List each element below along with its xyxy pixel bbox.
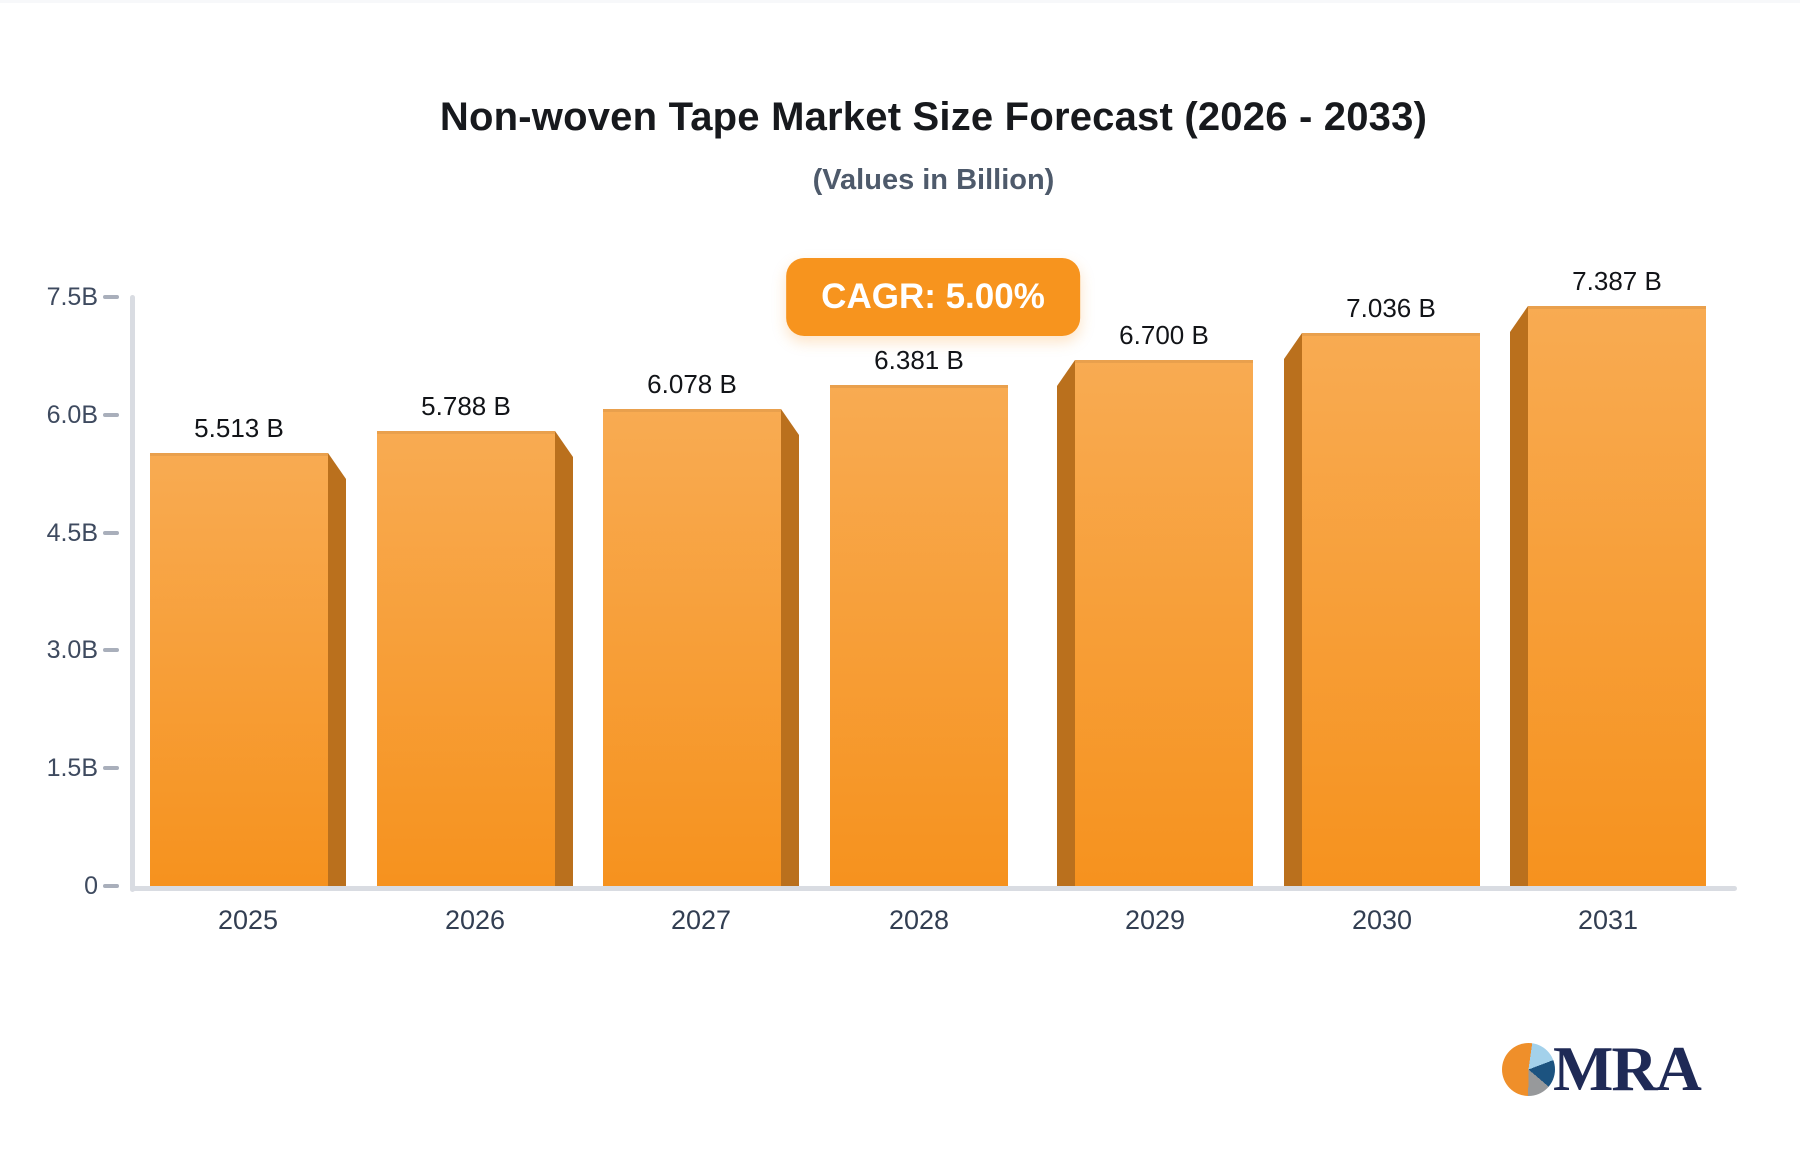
bar [830, 385, 1008, 886]
mra-logo: MRA [1502, 1033, 1702, 1104]
y-axis-label: 4.5B [46, 518, 98, 547]
cagr-badge: CAGR: 5.00% [786, 258, 1080, 336]
bar-3d-side [1510, 306, 1528, 886]
bar-value-label: 7.387 B [1572, 266, 1662, 296]
pie-chart-logo-icon [1502, 1042, 1555, 1096]
y-axis-label: 7.5B [46, 283, 98, 311]
bar-value-label: 5.788 B [421, 391, 511, 421]
x-axis-label: 2026 [444, 905, 506, 935]
chart-title: Non-woven Tape Market Size Forecast (202… [439, 95, 1428, 139]
bar-3d-side [1057, 360, 1075, 886]
bar [1075, 360, 1253, 886]
logo-text: MRA [1553, 1033, 1702, 1104]
y-axis-label: 6.0B [46, 400, 98, 429]
bar-3d-side [555, 431, 573, 886]
x-axis-label: 2029 [1124, 905, 1186, 935]
bar [1302, 333, 1480, 886]
x-axis-label: 2031 [1577, 905, 1639, 935]
bar [1528, 306, 1706, 886]
x-axis-label: 2028 [888, 905, 950, 935]
chart-subtitle: (Values in Billion) [812, 164, 1055, 196]
bar-value-label: 6.700 B [1119, 320, 1209, 350]
y-axis-tick [103, 648, 119, 653]
x-axis-label: 2025 [217, 905, 279, 935]
y-axis-line [130, 295, 135, 892]
y-axis-tick [103, 884, 119, 888]
y-axis-label: 3.0B [46, 636, 98, 665]
y-axis-tick [103, 766, 119, 771]
bar [603, 409, 781, 886]
bar-value-label: 7.036 B [1346, 293, 1436, 323]
bar-value-label: 6.381 B [874, 345, 964, 375]
bar-3d-side [328, 453, 346, 886]
bar-3d-side [781, 409, 799, 886]
y-axis-label: 0 [84, 872, 98, 900]
y-axis-tick [103, 412, 119, 417]
bar [377, 431, 555, 886]
bar-value-label: 5.513 B [194, 413, 284, 443]
y-axis-label: 1.5B [46, 754, 98, 783]
bar-value-label: 6.078 B [647, 369, 737, 399]
bar-3d-side [1284, 333, 1302, 886]
y-axis-tick [103, 530, 119, 535]
x-axis-label: 2027 [670, 905, 732, 935]
bar [150, 453, 328, 886]
y-axis-tick [103, 295, 119, 299]
chart-header: Non-woven Tape Market Size Forecast (202… [130, 95, 1737, 197]
x-axis-line [130, 886, 1737, 891]
x-axis-label: 2030 [1351, 905, 1413, 935]
